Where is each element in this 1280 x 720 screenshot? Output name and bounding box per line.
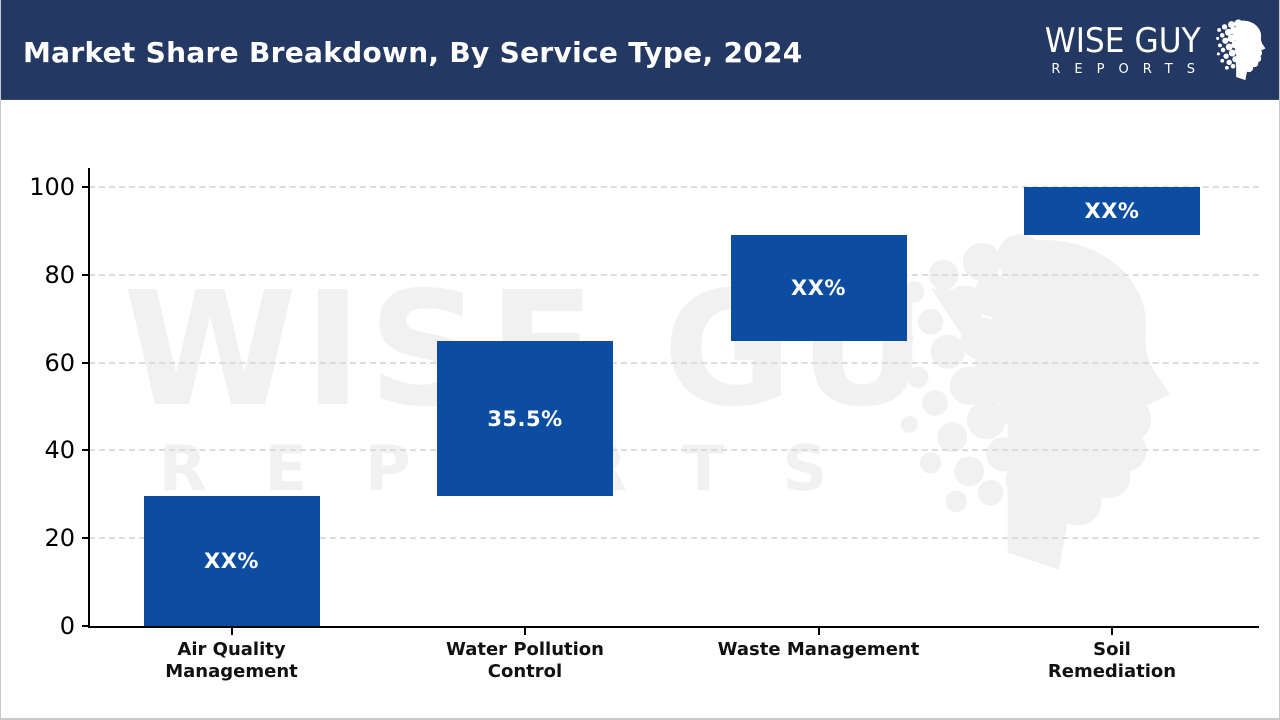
y-tick-40: [82, 449, 89, 452]
y-tick-label-100: 100: [29, 173, 75, 201]
gridline-60: [89, 361, 1259, 364]
y-tick-60: [82, 361, 89, 364]
chart-title: Market Share Breakdown, By Service Type,…: [23, 36, 803, 69]
bar-segment: XX%: [143, 496, 320, 626]
bar-value-label: XX%: [791, 275, 846, 300]
category-label: Soil Remediation: [1047, 639, 1177, 682]
category-label: Water Pollution Control: [446, 639, 604, 682]
logo-head-icon: [1216, 19, 1266, 81]
header-bar: Market Share Breakdown, By Service Type,…: [1, 0, 1279, 100]
x-tick: [524, 628, 526, 635]
y-tick-label-0: 0: [59, 612, 75, 640]
bar-value-label: 35.5%: [487, 406, 563, 431]
bar-segment: XX%: [730, 235, 907, 341]
category-label: Air Quality Management: [165, 639, 298, 682]
bar-value-label: XX%: [204, 549, 259, 574]
logo-text: WISE GUY REPORTS: [1037, 23, 1209, 77]
y-tick-100: [82, 186, 89, 188]
gridline-20: [89, 537, 1259, 540]
y-tick-20: [82, 537, 89, 540]
y-tick-label-20: 20: [44, 524, 75, 553]
y-tick-80: [82, 273, 89, 276]
logo-wiseguy-label: WISE GUY: [1045, 21, 1202, 61]
bar-value-label: XX%: [1084, 199, 1140, 224]
y-tick-label-80: 80: [44, 260, 75, 289]
x-tick: [1111, 628, 1113, 635]
gridline-80: [89, 273, 1259, 276]
gridline-100: [89, 186, 1259, 188]
gridline-40: [89, 449, 1259, 452]
x-axis-line: [88, 626, 1259, 628]
wise-guy-reports-logo: WISE GUY REPORTS: [1037, 8, 1267, 92]
y-axis-line: [88, 168, 90, 628]
y-tick-label-60: 60: [44, 348, 75, 377]
x-tick: [230, 628, 233, 635]
logo-reports-label: REPORTS: [1051, 62, 1209, 77]
bar-segment: XX%: [1024, 187, 1200, 236]
category-label: Waste Management: [717, 639, 920, 660]
x-tick: [817, 628, 820, 635]
bar-segment: 35.5%: [437, 340, 613, 497]
y-tick-0: [82, 625, 89, 627]
y-tick-label-40: 40: [44, 436, 75, 465]
